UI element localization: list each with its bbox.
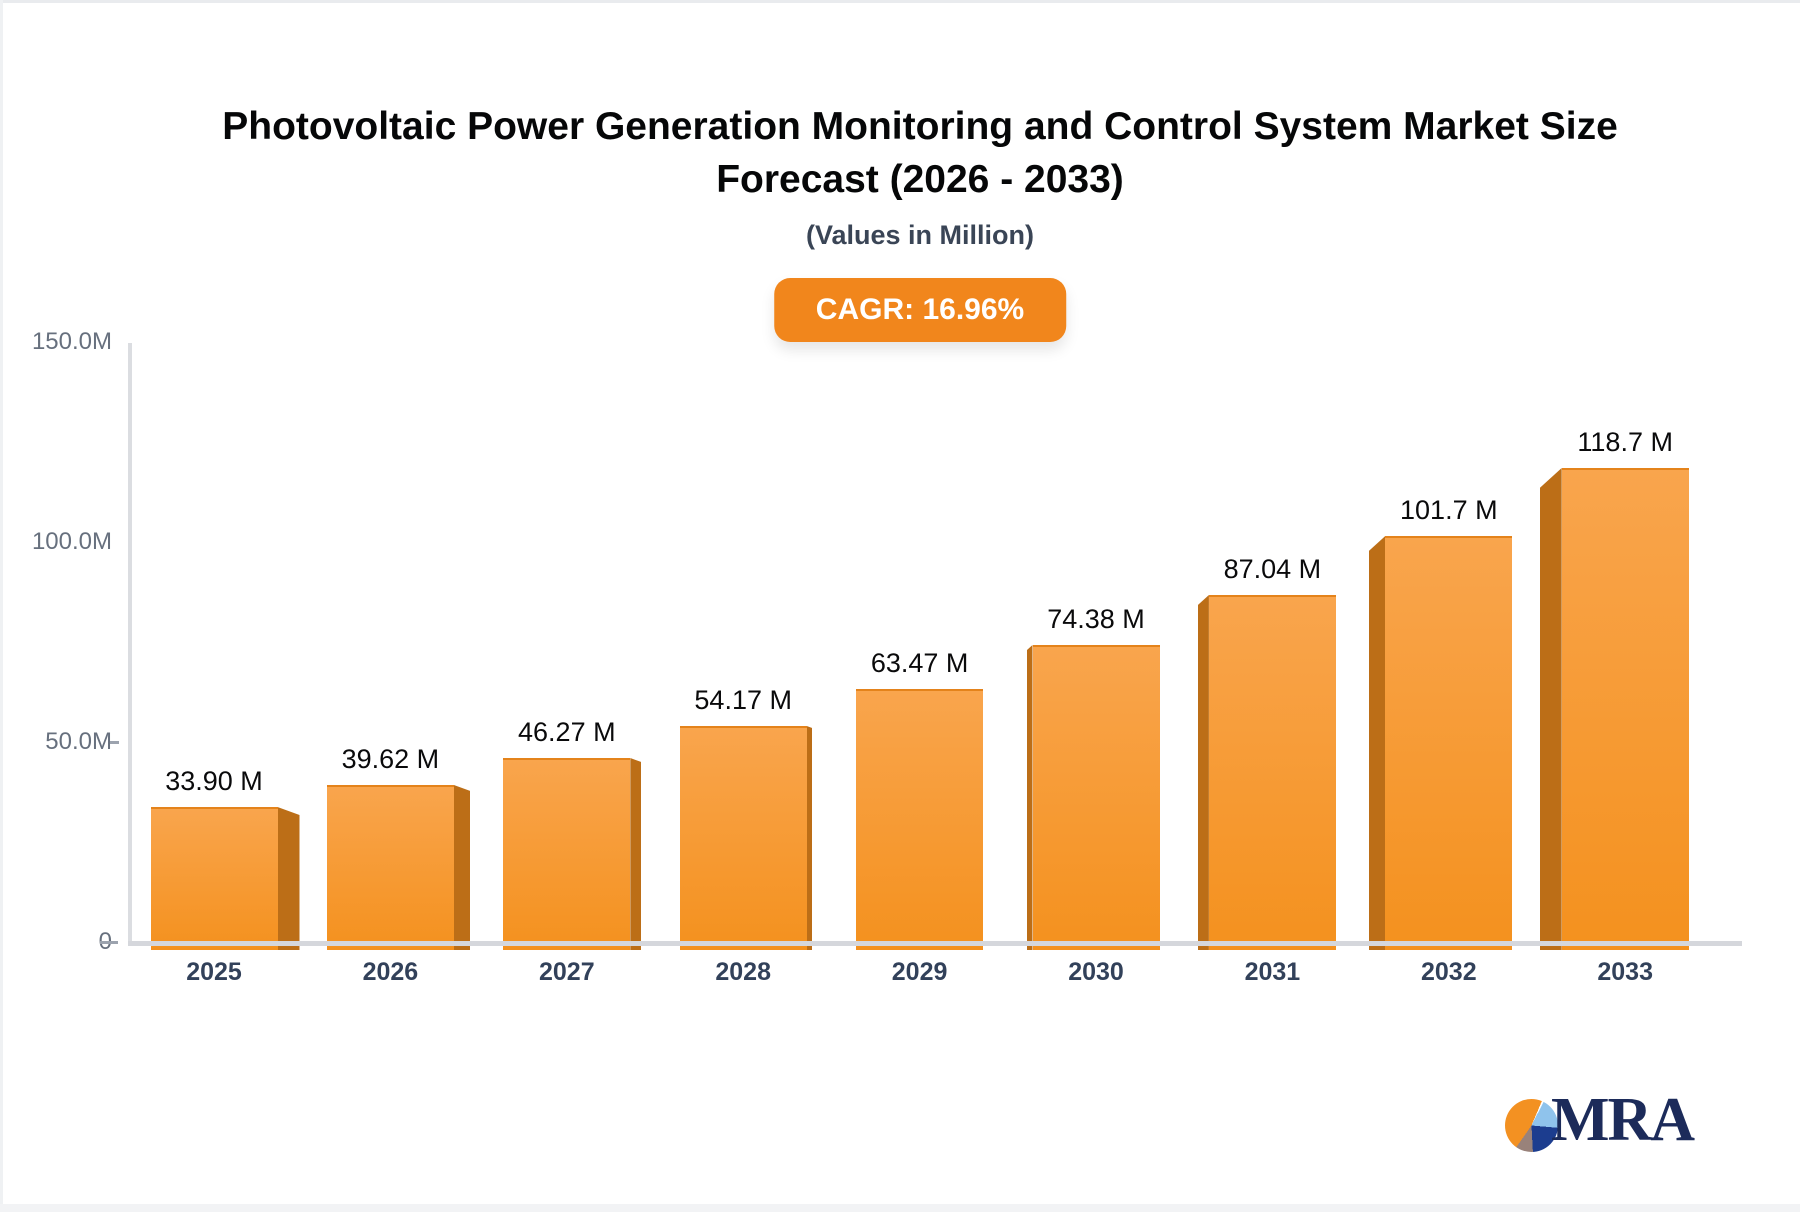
bar-value-label: 54.17 M <box>694 685 792 715</box>
bar-value-label: 39.62 M <box>341 744 440 774</box>
bar-value-label: 101.7 M <box>1400 495 1498 525</box>
page-bottom-edge <box>0 1204 1800 1212</box>
bar-value-label: 63.47 M <box>870 648 969 678</box>
x-axis-label: 2026 <box>362 958 419 986</box>
chart-title: Photovoltaic Power Generation Monitoring… <box>222 100 1618 206</box>
x-axis-label: 2032 <box>1420 958 1477 986</box>
logo-text: MRA <box>1551 1086 1695 1154</box>
bar-side <box>1027 645 1033 950</box>
bar-side <box>453 785 471 950</box>
bar-front <box>326 785 454 950</box>
bar-side <box>630 758 642 950</box>
x-axis-label: 2033 <box>1597 958 1653 986</box>
chart-title-line1: Photovoltaic Power Generation Monitoring… <box>222 105 1618 148</box>
page-top-edge <box>0 0 1800 3</box>
bar-front <box>679 726 807 950</box>
y-axis-tick-dash <box>110 741 119 744</box>
bar-side <box>1539 468 1562 950</box>
y-axis-tick-label: 150.0M <box>31 328 112 355</box>
bar-front <box>1561 468 1689 950</box>
bar-front <box>856 689 984 950</box>
bar-side <box>277 807 300 950</box>
bar-value-label: 74.38 M <box>1047 604 1145 634</box>
x-axis-label: 2030 <box>1068 958 1124 986</box>
bar-side <box>806 726 813 950</box>
bar-front <box>1208 595 1336 950</box>
y-axis-tick-label: 0 <box>0 928 112 956</box>
x-axis-label: 2028 <box>715 958 771 986</box>
chart-header: Photovoltaic Power Generation Monitoring… <box>222 100 1618 342</box>
bar-value-label: 118.7 M <box>1577 427 1673 457</box>
chart-title-line2: Forecast (2026 - 2033) <box>716 158 1124 201</box>
bar-value-label: 46.27 M <box>518 717 616 747</box>
bar-value-label: 33.90 M <box>165 766 263 796</box>
bar-front <box>1385 536 1513 950</box>
x-axis-label: 2029 <box>891 958 948 986</box>
bar-side <box>1368 536 1386 950</box>
cagr-badge: CAGR: 16.96% <box>773 278 1067 342</box>
bar-front <box>1032 645 1160 950</box>
y-axis-tick-label: 100.0M <box>31 528 112 555</box>
bar-side <box>1197 595 1209 950</box>
y-axis-line <box>128 343 132 941</box>
bar-front <box>503 758 631 950</box>
bar-front <box>150 807 278 950</box>
x-axis-label: 2027 <box>538 958 595 986</box>
x-axis-label: 2025 <box>186 958 242 986</box>
bar-value-label: 87.04 M <box>1223 554 1322 584</box>
y-axis-tick-label: 50.0M <box>45 728 112 755</box>
page-left-edge <box>0 0 3 1212</box>
logo-pie-icon <box>1505 1099 1558 1152</box>
y-axis-tick-dash <box>100 941 118 944</box>
x-axis-label: 2031 <box>1244 958 1301 986</box>
chart-subtitle: (Values in Million) <box>805 220 1035 250</box>
x-axis-line <box>128 941 1742 946</box>
